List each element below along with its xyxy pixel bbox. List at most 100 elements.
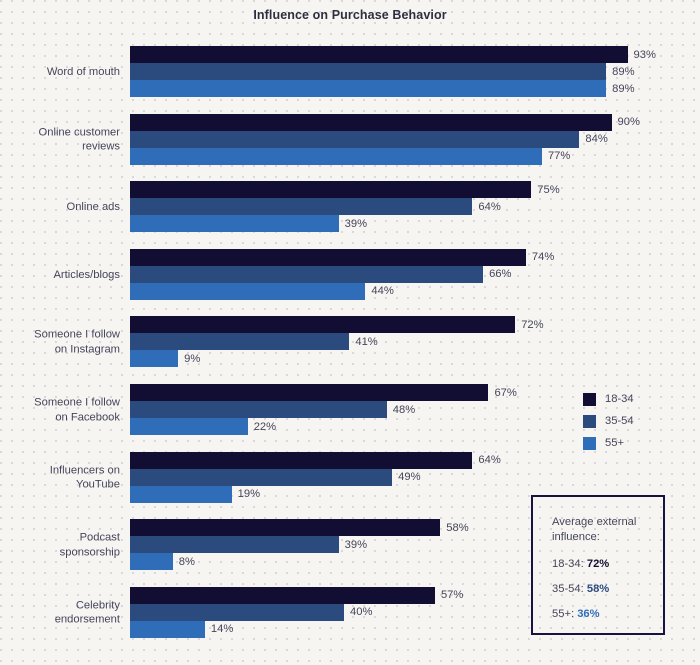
legend-item[interactable]: 18-34 [583,388,693,410]
legend-swatch-icon [583,392,596,406]
callout-row-value: 36% [577,608,600,620]
bar-value-label: 22% [253,420,277,433]
legend-label: 35-54 [605,415,634,427]
bar-stack: 72% 41% 9% [130,316,700,368]
bar[interactable] [130,333,350,351]
bar[interactable] [130,485,232,503]
bar-value-label: 39% [344,217,368,230]
category-label: Celebrity endorsement [54,599,120,626]
bar-group: Celebrity endorsement 57% 40% 14% [0,586,700,639]
bar-group: Online ads 75% 64% 39% [0,181,700,233]
bar-value-label: 44% [371,285,394,298]
page-title: Influence on Purchase Behavior [253,8,447,22]
category-label: Online customer reviews [38,126,120,153]
bar-group: Online customer reviews 90% 84% 77% [0,113,700,166]
callout-row-label: 35-54: [552,583,587,595]
chart-legend: 18-34 35-54 55+ [583,388,693,454]
bar-value-label: 90% [617,116,640,129]
bar[interactable] [130,265,484,283]
bar-value-label: 93% [633,48,656,61]
bar[interactable] [130,350,179,368]
bar-value-label: 66% [489,268,512,281]
bar-value-label: 58% [446,521,469,534]
callout-row-label: 18-34: [552,558,587,570]
bar-stack: 64% 49% 19% [130,451,700,504]
bar-stack: 58% 39% 8% [130,519,700,571]
bar-value-label: 84% [585,133,608,146]
bar[interactable] [130,418,248,435]
bar-value-label: 72% [521,318,544,331]
callout-row-label: 55+: [552,608,578,620]
bar-group: Word of mouth 93% 89% 89% [0,46,700,98]
bar[interactable] [130,46,628,63]
bar[interactable] [130,282,366,300]
bar[interactable] [130,316,516,334]
bar[interactable] [130,130,580,148]
bar[interactable] [130,63,607,80]
bar[interactable] [130,113,612,131]
category-label: Word of mouth [46,65,120,78]
bar-value-label: 14% [210,623,234,636]
bar-value-label: 75% [537,183,560,196]
category-label: Someone I follow on Facebook [34,396,120,424]
bar-value-label: 41% [355,335,378,348]
bar-stack: 93% 89% 89% [130,46,700,98]
callout-row-value: 72% [586,558,610,570]
bar-value-label: 19% [237,488,261,501]
bar-stack: 57% 40% 14% [130,586,700,639]
bar-chart-plot: Word of mouth 93% 89% 89% Online customer re… [0,40,700,665]
bar-group: Podcast sponsorship 58% 39% 8% [0,519,700,571]
bar-value-label: 89% [612,82,635,95]
bar-stack: 67% 48% 22% [130,384,700,436]
bar[interactable] [130,451,473,469]
callout-row: 55+: 36% [552,608,663,620]
bar-value-label: 64% [478,454,501,467]
bar[interactable] [130,181,532,199]
bar-stack: 75% 64% 39% [130,181,700,233]
bar-value-label: 49% [398,471,421,484]
bar-value-label: 39% [344,538,368,551]
bar-value-label: 57% [440,589,464,602]
bar[interactable] [130,147,542,165]
bar[interactable] [130,620,205,638]
category-label: Articles/blogs [53,268,120,281]
bar[interactable] [130,586,435,604]
legend-label: 18-34 [605,393,634,405]
bar-group: Someone I follow on Instagram 72% 41% 9% [0,316,700,368]
bar[interactable] [130,198,473,216]
callout-title: Average external influence: [552,516,637,543]
bar[interactable] [130,468,393,486]
average-influence-callout: Average external influence: 18-34: 72% 35… [531,495,665,635]
bar-value-label: 48% [392,403,416,416]
bar[interactable] [130,553,173,571]
bar-stack: 74% 66% 44% [130,248,700,301]
bar-group: Influencers on YouTube 64% 49% 19% [0,451,700,504]
category-label: Podcast sponsorship [59,531,120,559]
category-label: Online ads [66,200,121,213]
bar[interactable] [130,80,607,97]
bar[interactable] [130,536,339,554]
bar[interactable] [130,384,489,401]
bar-value-label: 64% [478,200,501,213]
callout-row: 18-34: 72% [552,558,663,570]
legend-swatch-icon [583,436,596,450]
legend-label: 55+ [605,437,624,449]
category-label: Influencers on YouTube [49,464,120,491]
bar[interactable] [130,248,526,266]
bar-value-label: 89% [612,65,635,78]
bar-value-label: 9% [184,352,201,365]
legend-swatch-icon [583,414,596,428]
legend-item[interactable]: 35-54 [583,410,693,432]
legend-item[interactable]: 55+ [583,432,693,454]
bar-group: Articles/blogs 74% 66% 44% [0,248,700,301]
bar[interactable] [130,603,344,621]
bar[interactable] [130,215,339,233]
bar[interactable] [130,519,441,537]
bar-value-label: 40% [350,606,373,619]
callout-row: 35-54: 58% [552,583,663,595]
bar-value-label: 77% [547,150,571,163]
bar-group: Someone I follow on Facebook 67% 48% 22% [0,384,700,436]
bar-stack: 90% 84% 77% [130,113,700,166]
callout-row-value: 58% [586,583,610,595]
bar[interactable] [130,401,387,418]
